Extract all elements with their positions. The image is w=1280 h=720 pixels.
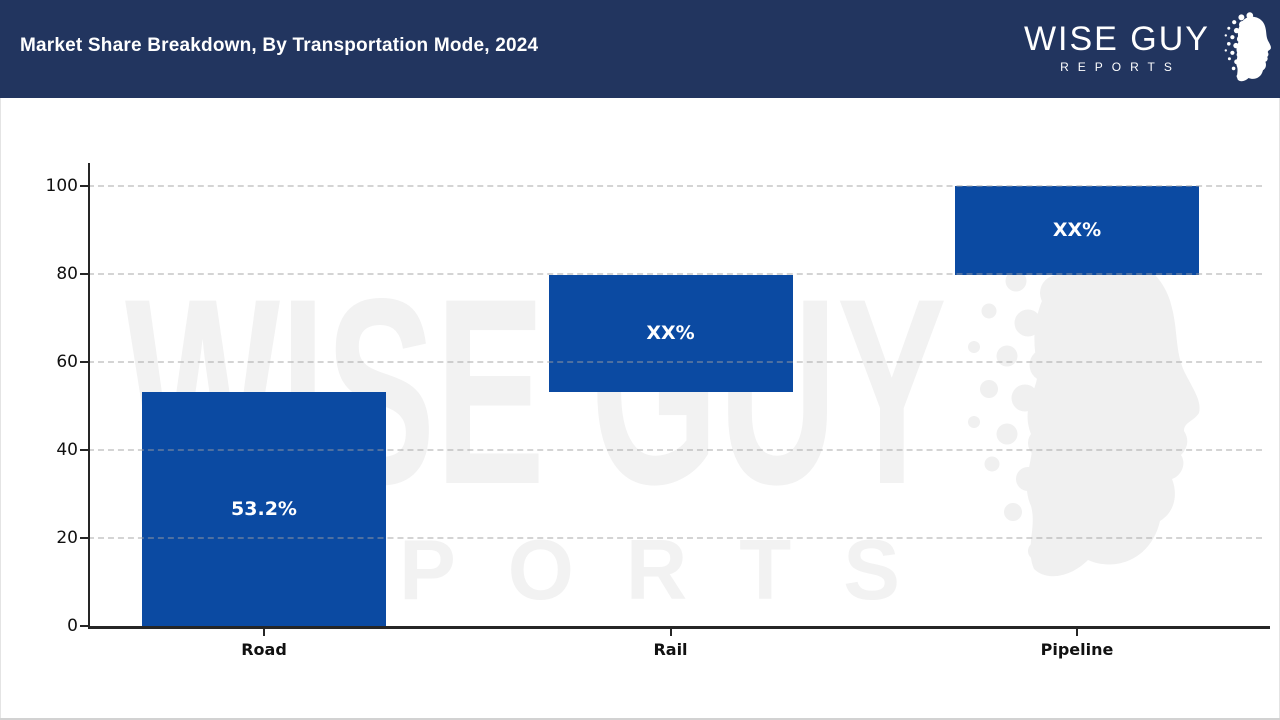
header-banner: Market Share Breakdown, By Transportatio… bbox=[0, 0, 1280, 98]
x-tick-rail bbox=[669, 629, 672, 636]
bar-value-label-road: 53.2% bbox=[231, 497, 297, 520]
x-tick-label-road: Road bbox=[241, 640, 287, 659]
logo-wordmark-line2: REPORTS bbox=[1060, 59, 1181, 74]
y-tick-label-20: 20 bbox=[56, 528, 78, 548]
y-tick-80 bbox=[80, 273, 88, 275]
y-axis bbox=[88, 163, 90, 629]
bar-pipeline bbox=[955, 186, 1199, 275]
bar-value-label-rail: XX% bbox=[646, 322, 695, 345]
wise-guy-logo: WISE GUY REPORTS bbox=[1024, 7, 1272, 89]
y-tick-20 bbox=[80, 537, 88, 539]
y-gridline-20 bbox=[88, 537, 1262, 539]
y-tick-label-60: 60 bbox=[56, 352, 78, 372]
bar-value-label-pipeline: XX% bbox=[1052, 219, 1102, 242]
x-tick-label-rail: Rail bbox=[653, 640, 688, 659]
y-gridline-80 bbox=[88, 273, 1262, 275]
y-gridline-40 bbox=[88, 449, 1262, 451]
y-gridline-100 bbox=[88, 185, 1262, 187]
logo-wordmark: WISE GUY REPORTS bbox=[1023, 20, 1210, 74]
page-title: Market Share Breakdown, By Transportatio… bbox=[20, 35, 539, 56]
y-tick-60 bbox=[80, 361, 88, 363]
bar-road bbox=[142, 391, 386, 626]
y-tick-label-100: 100 bbox=[45, 176, 78, 196]
x-axis bbox=[88, 626, 1270, 629]
y-tick-40 bbox=[80, 449, 88, 451]
y-gridline-60 bbox=[88, 361, 1262, 363]
logo-face-icon bbox=[1212, 7, 1272, 89]
y-tick-label-40: 40 bbox=[56, 440, 78, 460]
watermark-face-icon bbox=[905, 220, 1205, 600]
x-tick-label-pipeline: Pipeline bbox=[1040, 640, 1114, 659]
logo-wordmark-line1: WISE GUY bbox=[1023, 20, 1210, 59]
y-tick-100 bbox=[80, 185, 88, 187]
x-tick-pipeline bbox=[1076, 629, 1078, 636]
y-tick-0 bbox=[80, 625, 88, 627]
chart-area: WISE GUY REPORTS 53.2% XX% XX% 0 20 40 60 80 100… bbox=[0, 100, 1280, 718]
bar-rail bbox=[548, 274, 793, 392]
x-tick-road bbox=[263, 629, 265, 636]
y-tick-label-0: 0 bbox=[67, 616, 78, 636]
y-tick-label-80: 80 bbox=[56, 264, 78, 284]
